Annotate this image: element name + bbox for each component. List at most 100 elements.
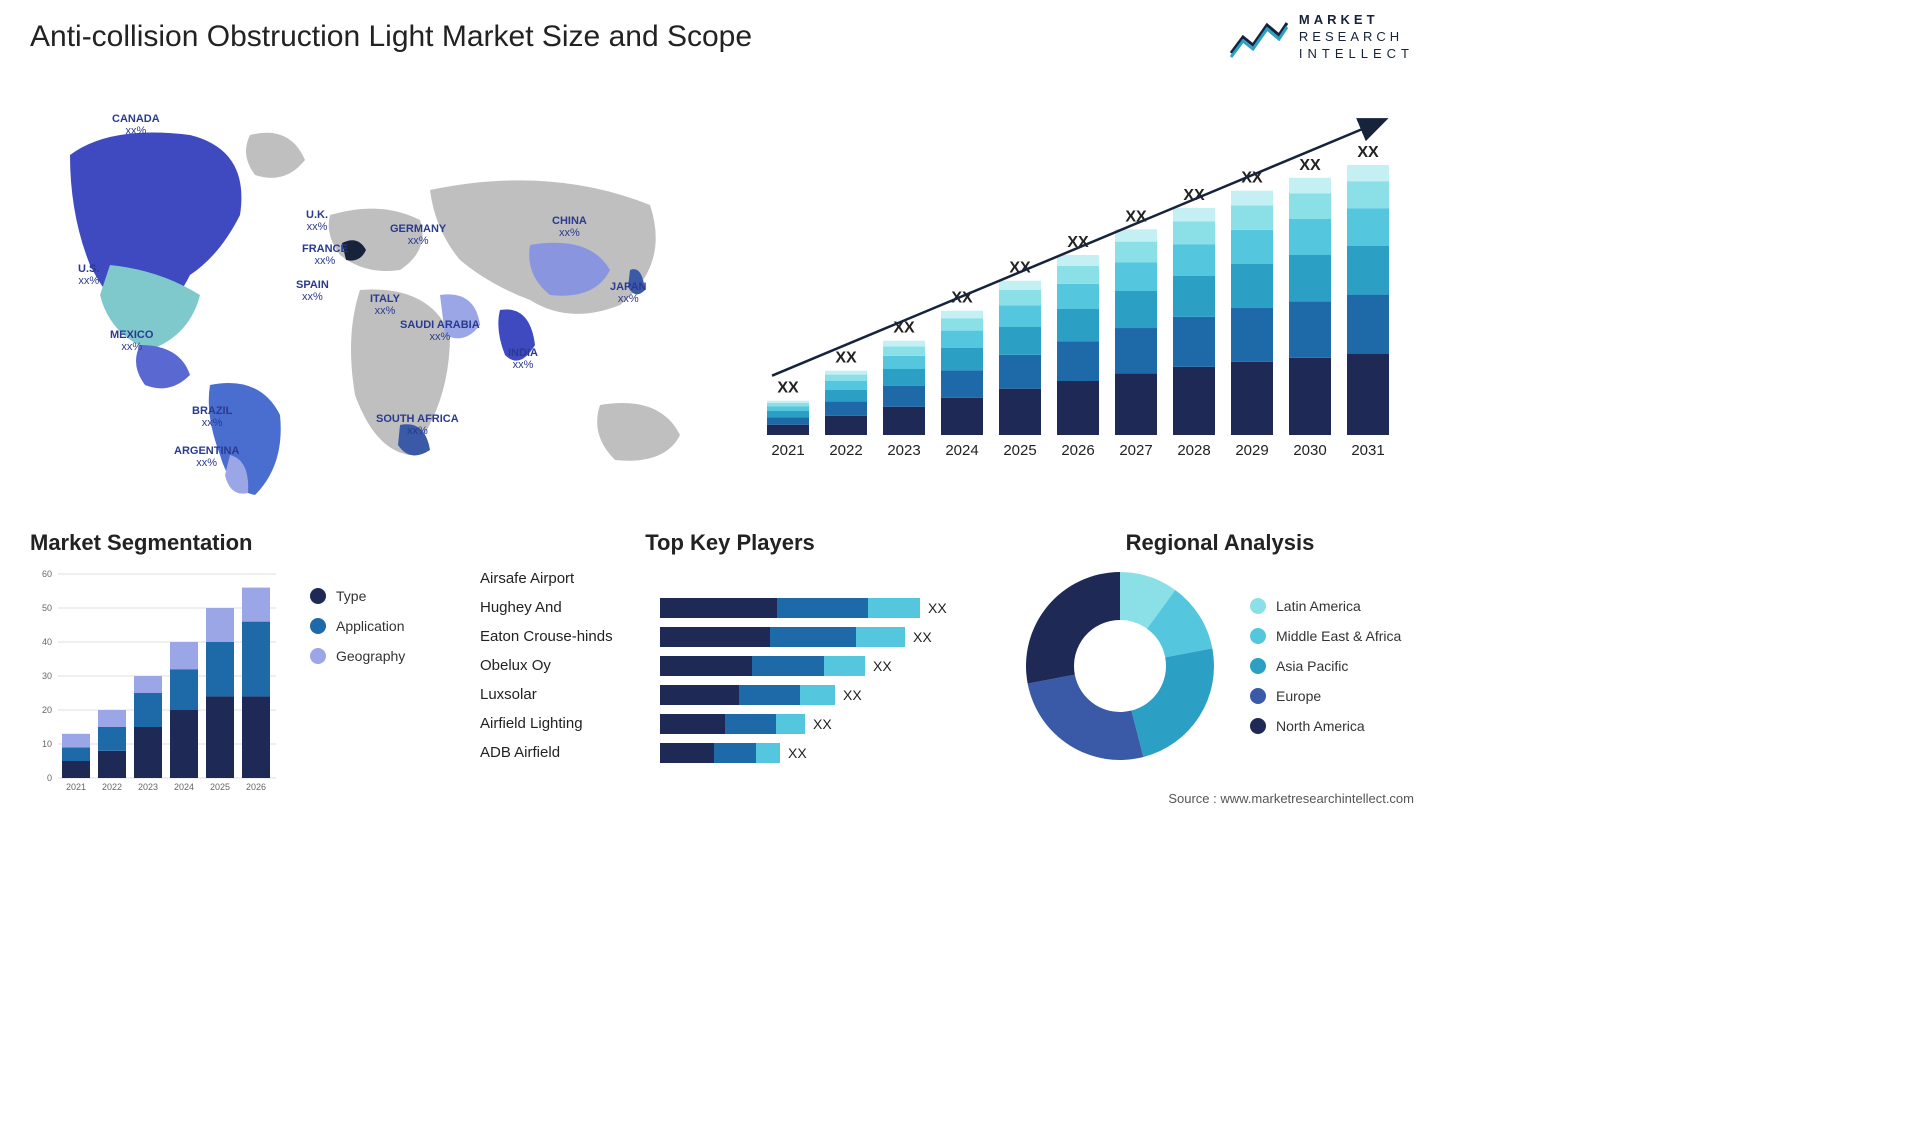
segmentation-title: Market Segmentation	[30, 530, 430, 556]
map-label-canada: CANADAxx%	[112, 113, 160, 137]
svg-text:60: 60	[42, 569, 52, 579]
segmentation-legend-item: Type	[310, 588, 405, 604]
main-growth-chart: XX2021XX2022XX2023XX2024XX2025XX2026XX20…	[759, 105, 1399, 480]
svg-text:0: 0	[47, 773, 52, 783]
regional-legend-item: Latin America	[1250, 598, 1401, 614]
svg-text:2022: 2022	[829, 442, 862, 459]
player-bar	[660, 627, 905, 647]
player-label: Airfield Lighting	[480, 715, 650, 732]
map-label-u-k-: U.K.xx%	[306, 209, 328, 233]
svg-text:2026: 2026	[246, 782, 266, 792]
player-bar	[660, 714, 805, 734]
svg-text:2024: 2024	[174, 782, 194, 792]
logo-line-2: RESEARCH	[1299, 29, 1414, 46]
player-bar	[660, 685, 835, 705]
svg-text:2029: 2029	[1235, 442, 1268, 459]
page-title: Anti-collision Obstruction Light Market …	[30, 20, 752, 54]
svg-text:2023: 2023	[138, 782, 158, 792]
player-value: XX	[873, 658, 892, 674]
map-label-south-africa: SOUTH AFRICAxx%	[376, 413, 459, 437]
svg-text:XX: XX	[777, 380, 799, 397]
map-label-china: CHINAxx%	[552, 215, 587, 239]
map-label-india: INDIAxx%	[508, 347, 538, 371]
svg-text:2025: 2025	[1003, 442, 1036, 459]
svg-text:10: 10	[42, 739, 52, 749]
regional-donut-chart	[1020, 566, 1220, 766]
player-bar	[660, 743, 780, 763]
legend-label: Asia Pacific	[1276, 658, 1348, 674]
player-value: XX	[928, 600, 947, 616]
player-row: Hughey And XX	[480, 593, 980, 622]
regional-legend-item: Europe	[1250, 688, 1401, 704]
legend-dot-icon	[310, 618, 326, 634]
legend-label: Geography	[336, 648, 405, 664]
legend-label: Middle East & Africa	[1276, 628, 1401, 644]
map-label-mexico: MEXICOxx%	[110, 329, 153, 353]
segmentation-legend: Type Application Geography	[310, 566, 405, 796]
logo-mark-icon	[1229, 15, 1289, 59]
svg-text:2031: 2031	[1351, 442, 1384, 459]
svg-text:XX: XX	[893, 320, 915, 337]
map-label-germany: GERMANYxx%	[390, 223, 446, 247]
player-label: Airsafe Airport	[480, 570, 650, 587]
source-attribution: Source : www.marketresearchintellect.com	[1168, 791, 1414, 806]
legend-dot-icon	[310, 588, 326, 604]
world-map: CANADAxx%U.S.xx%MEXICOxx%BRAZILxx%ARGENT…	[30, 95, 720, 505]
svg-text:XX: XX	[1357, 144, 1379, 161]
svg-text:2028: 2028	[1177, 442, 1210, 459]
svg-text:2022: 2022	[102, 782, 122, 792]
svg-text:2021: 2021	[66, 782, 86, 792]
player-label: Luxsolar	[480, 686, 650, 703]
svg-text:XX: XX	[835, 350, 857, 367]
player-row: ADB Airfield XX	[480, 738, 980, 767]
player-value: XX	[813, 716, 832, 732]
regional-legend-item: Asia Pacific	[1250, 658, 1401, 674]
players-title: Top Key Players	[480, 530, 980, 556]
player-bar	[660, 656, 865, 676]
legend-dot-icon	[310, 648, 326, 664]
legend-label: Type	[336, 588, 366, 604]
map-label-france: FRANCExx%	[302, 243, 348, 267]
legend-dot-icon	[1250, 718, 1266, 734]
map-label-spain: SPAINxx%	[296, 279, 329, 303]
regional-legend: Latin America Middle East & Africa Asia Pa…	[1250, 598, 1401, 734]
svg-text:50: 50	[42, 603, 52, 613]
svg-text:2030: 2030	[1293, 442, 1326, 459]
player-row: Luxsolar XX	[480, 680, 980, 709]
player-value: XX	[843, 687, 862, 703]
regional-title: Regional Analysis	[1020, 530, 1420, 556]
player-bar	[660, 598, 920, 618]
svg-text:2023: 2023	[887, 442, 920, 459]
player-label: ADB Airfield	[480, 744, 650, 761]
legend-dot-icon	[1250, 658, 1266, 674]
regional-legend-item: North America	[1250, 718, 1401, 734]
svg-text:2024: 2024	[945, 442, 978, 459]
map-label-italy: ITALYxx%	[370, 293, 400, 317]
regional-section: Regional Analysis Latin America Middle Ea…	[1020, 530, 1420, 766]
svg-text:20: 20	[42, 705, 52, 715]
player-label: Eaton Crouse-hinds	[480, 628, 650, 645]
legend-dot-icon	[1250, 628, 1266, 644]
segmentation-chart: 0 10 20 30 40 50 60 2021 2022 2023 2024 2025 2026	[30, 566, 280, 796]
map-label-saudi-arabia: SAUDI ARABIAxx%	[400, 319, 480, 343]
player-row: Eaton Crouse-hinds XX	[480, 622, 980, 651]
player-value: XX	[913, 629, 932, 645]
svg-text:XX: XX	[1299, 157, 1321, 174]
legend-dot-icon	[1250, 688, 1266, 704]
svg-text:40: 40	[42, 637, 52, 647]
map-label-u-s-: U.S.xx%	[78, 263, 99, 287]
legend-label: Europe	[1276, 688, 1321, 704]
legend-label: Application	[336, 618, 405, 634]
player-row: Obelux OyXX	[480, 651, 980, 680]
svg-text:2027: 2027	[1119, 442, 1152, 459]
player-value: XX	[788, 745, 807, 761]
player-row: Airsafe Airport	[480, 564, 980, 593]
logo-line-1: MARKET	[1299, 12, 1414, 29]
player-label: Hughey And	[480, 599, 650, 616]
svg-text:2025: 2025	[210, 782, 230, 792]
legend-dot-icon	[1250, 598, 1266, 614]
svg-text:30: 30	[42, 671, 52, 681]
map-label-brazil: BRAZILxx%	[192, 405, 232, 429]
main-chart-svg: XX2021XX2022XX2023XX2024XX2025XX2026XX20…	[759, 105, 1399, 480]
players-list: Airsafe AirportHughey AndXXEaton Crouse-…	[480, 564, 980, 767]
